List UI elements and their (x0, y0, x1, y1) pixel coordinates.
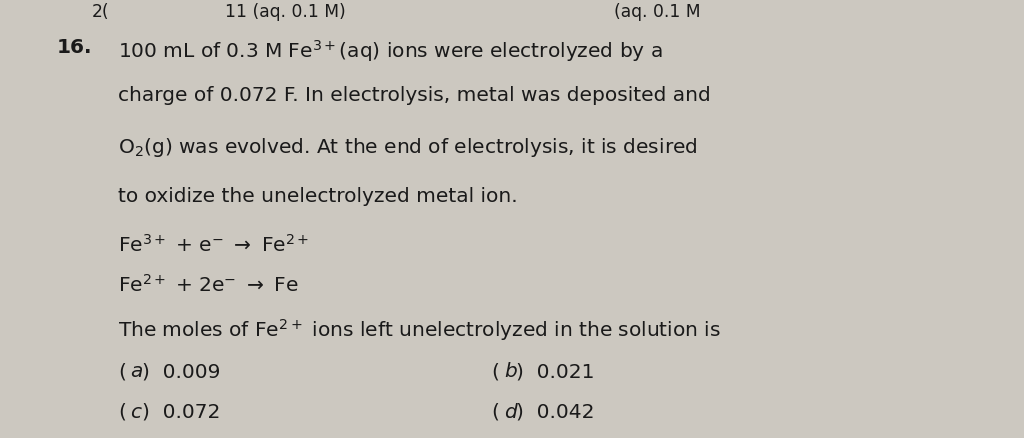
Text: c: c (130, 402, 141, 421)
Text: )  0.042: ) 0.042 (516, 402, 595, 421)
Text: a: a (130, 361, 142, 380)
Text: 16.: 16. (56, 38, 92, 57)
Text: )  0.009: ) 0.009 (142, 361, 221, 380)
Text: (: ( (492, 402, 500, 421)
Text: (aq. 0.1 M: (aq. 0.1 M (614, 3, 700, 21)
Text: 2(: 2( (92, 3, 110, 21)
Text: )  0.021: ) 0.021 (516, 361, 595, 380)
Text: b: b (504, 361, 516, 380)
Text: The moles of Fe$^{2+}$ ions left unelectrolyzed in the solution is: The moles of Fe$^{2+}$ ions left unelect… (118, 316, 721, 342)
Text: to oxidize the unelectrolyzed metal ion.: to oxidize the unelectrolyzed metal ion. (118, 186, 517, 205)
Text: (: ( (118, 361, 126, 380)
Text: Fe$^{3+}$ + e$^{-}$ $\rightarrow$ Fe$^{2+}$: Fe$^{3+}$ + e$^{-}$ $\rightarrow$ Fe$^{2… (118, 233, 309, 255)
Text: charge of 0.072 F. In electrolysis, metal was deposited and: charge of 0.072 F. In electrolysis, meta… (118, 86, 711, 105)
Text: d: d (504, 402, 516, 421)
Text: Fe$^{2+}$ + 2e$^{-}$ $\rightarrow$ Fe: Fe$^{2+}$ + 2e$^{-}$ $\rightarrow$ Fe (118, 274, 299, 296)
Text: )  0.072: ) 0.072 (142, 402, 221, 421)
Text: (: ( (492, 361, 500, 380)
Text: (: ( (118, 402, 126, 421)
Text: 100 mL of 0.3 M Fe$^{3+}$(aq) ions were electrolyzed by a: 100 mL of 0.3 M Fe$^{3+}$(aq) ions were … (118, 38, 663, 64)
Text: O$_2$(g) was evolved. At the end of electrolysis, it is desired: O$_2$(g) was evolved. At the end of elec… (118, 136, 697, 159)
Text: 11 (aq. 0.1 M): 11 (aq. 0.1 M) (225, 3, 346, 21)
